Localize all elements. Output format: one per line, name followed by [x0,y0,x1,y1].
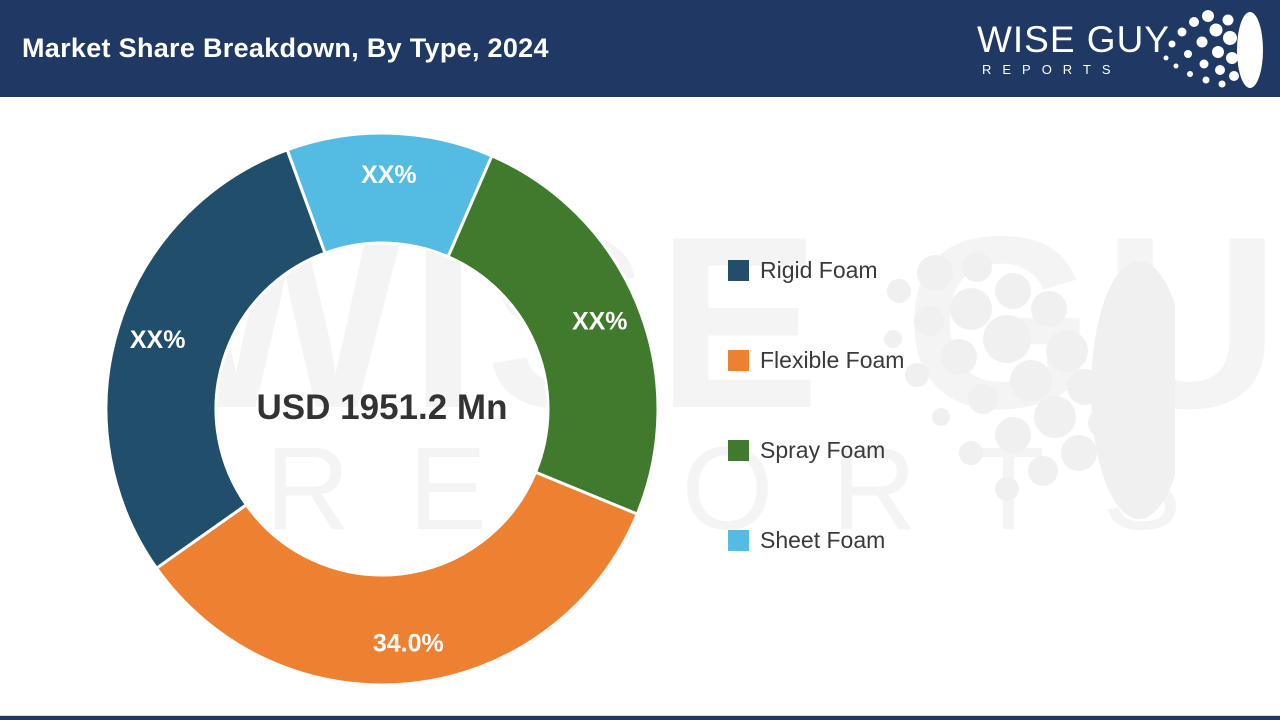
chart-legend: Rigid Foam Flexible Foam Spray Foam Sheet F… [728,256,905,618]
legend-label-spray-foam: Spray Foam [760,436,886,463]
logo-wordmark: WISE GUY [976,19,1170,61]
legend-item-flexible-foam: Flexible Foam [728,346,905,373]
legend-item-sheet-foam: Sheet Foam [728,526,904,553]
logo: WISE GUY REPORTS [977,8,1264,90]
slice-label-flexible-foam: 34.0% [373,630,444,658]
logo-subtext: REPORTS [981,61,1122,77]
donut-segment-rigid-foam [104,148,327,570]
footer-bar [0,715,1280,720]
chart-center-label: USD 1951.2 Mn [256,388,508,427]
slice-label-rigid-foam: XX% [130,326,186,354]
legend-label-flexible-foam: Flexible Foam [760,346,905,373]
legend-swatch-spray-foam [728,439,749,461]
donut-segment-flexible-foam [155,470,639,687]
header: Market Share Breakdown, By Type, 2024 WI… [0,0,1280,97]
slice-label-spray-foam: XX% [572,308,628,336]
legend-item-spray-foam: Spray Foam [728,436,904,463]
legend-item-rigid-foam: Rigid Foam [728,256,904,283]
legend-swatch-sheet-foam [728,529,749,551]
legend-label-rigid-foam: Rigid Foam [760,256,878,283]
slice-label-sheet-foam: XX% [361,161,417,189]
legend-swatch-rigid-foam [728,259,749,281]
page-title: Market Share Breakdown, By Type, 2024 [22,33,549,63]
donut-segment-spray-foam [446,154,660,516]
legend-label-sheet-foam: Sheet Foam [760,526,886,553]
logo-face-icon [1163,10,1263,88]
legend-swatch-flexible-foam [728,349,749,371]
